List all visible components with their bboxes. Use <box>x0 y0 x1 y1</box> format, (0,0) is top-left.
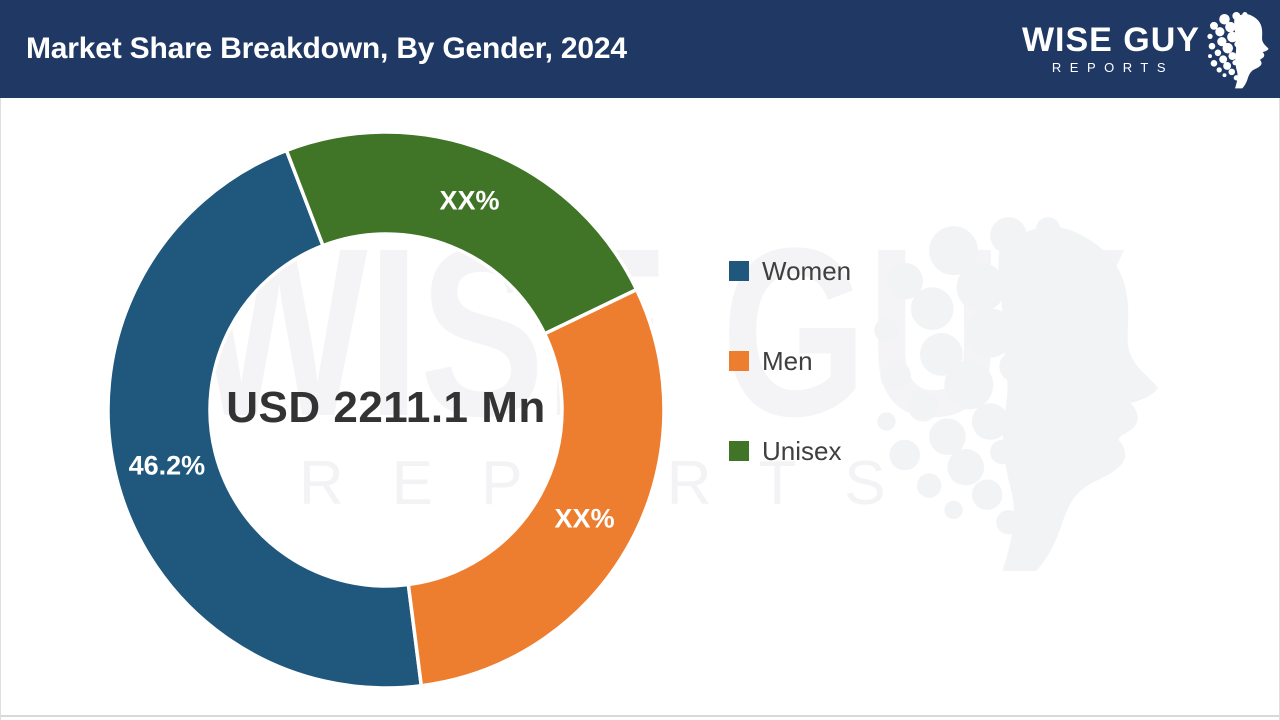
legend-label: Men <box>762 346 813 376</box>
header-bar: Market Share Breakdown, By Gender, 2024 … <box>0 0 1280 98</box>
brand-name: WISE GUY <box>1021 21 1200 59</box>
donut-center-value: USD 2211.1 Mn <box>226 383 546 432</box>
donut-chart: 46.2% XX% XX% <box>106 130 666 690</box>
chart-area: WISE GUY REPORTS 46.2%XX%XX% USD 2211.1 … <box>0 98 1280 720</box>
donut-segment-women <box>106 148 424 690</box>
legend-swatch <box>729 351 749 371</box>
segment-value-label: XX% <box>555 503 615 533</box>
legend-swatch <box>729 441 749 461</box>
legend-label: Women <box>762 256 852 286</box>
legend-item: Unisex <box>729 436 851 466</box>
head-silhouette-icon <box>1204 10 1270 89</box>
legend-item: Men <box>729 346 851 376</box>
brand-logo: WISE GUY REPORTS <box>1022 10 1270 89</box>
page-title: Market Share Breakdown, By Gender, 2024 <box>26 32 627 65</box>
segment-value-label: 46.2% <box>129 451 206 481</box>
brand-text: WISE GUY REPORTS <box>1022 23 1200 75</box>
donut-segment-unisex <box>284 130 639 336</box>
brand-tagline: REPORTS <box>1051 60 1175 75</box>
legend-swatch <box>729 261 749 281</box>
bottom-divider <box>1 715 1279 717</box>
legend: Women Men Unisex <box>729 256 851 526</box>
segment-value-label: XX% <box>439 185 499 215</box>
donut-segment-men <box>406 287 666 688</box>
legend-label: Unisex <box>762 436 842 466</box>
legend-item: Women <box>729 256 851 286</box>
watermark-head-silhouette-icon <box>859 208 1164 574</box>
